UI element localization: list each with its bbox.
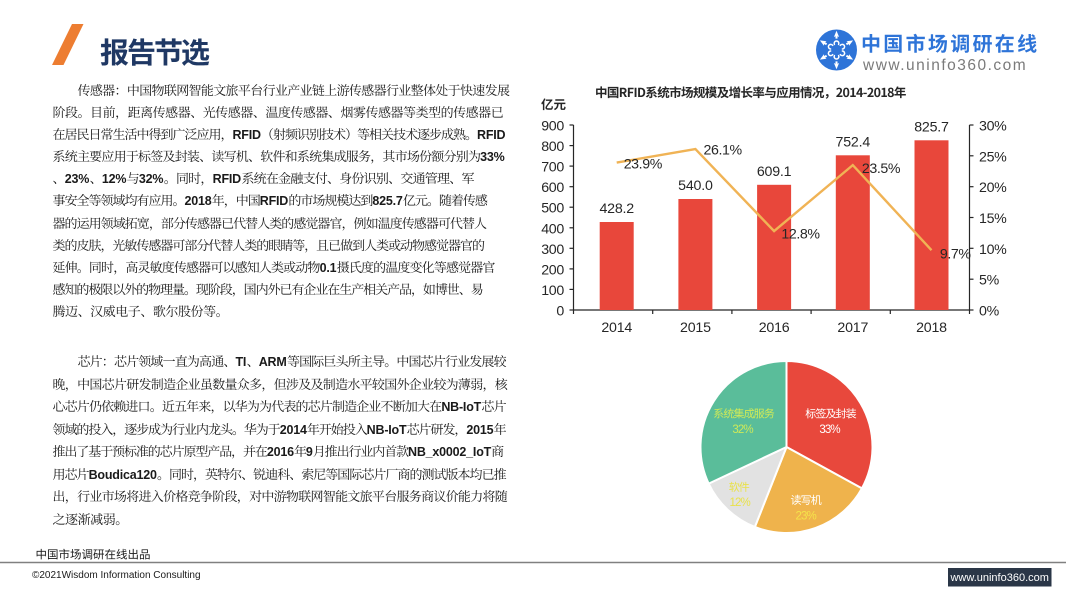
svg-text:2015: 2015	[680, 320, 711, 336]
svg-text:100: 100	[541, 283, 564, 299]
svg-text:26.1%: 26.1%	[704, 143, 743, 159]
svg-text:25%: 25%	[979, 149, 1007, 165]
svg-text:32%: 32%	[732, 424, 753, 436]
svg-text:900: 900	[541, 119, 564, 135]
svg-text:10%: 10%	[979, 242, 1007, 258]
svg-text:©2021Wisdom Information Consul: ©2021Wisdom Information Consulting	[32, 570, 201, 581]
svg-text:540.0: 540.0	[678, 178, 713, 194]
svg-text:12%: 12%	[730, 497, 751, 509]
svg-text:700: 700	[541, 160, 564, 176]
svg-text:2014: 2014	[601, 320, 632, 336]
svg-text:0: 0	[556, 304, 564, 320]
svg-text:23.9%: 23.9%	[624, 157, 663, 173]
svg-text:15%: 15%	[979, 211, 1007, 227]
svg-text:0%: 0%	[979, 304, 1000, 320]
svg-text:12.8%: 12.8%	[781, 226, 820, 242]
svg-text:标签及封装: 标签及封装	[805, 406, 856, 422]
svg-text:200: 200	[541, 262, 564, 278]
svg-text:中国市场调研在线出品: 中国市场调研在线出品	[36, 547, 151, 563]
svg-text:30%: 30%	[979, 119, 1007, 135]
svg-text:23.5%: 23.5%	[862, 161, 901, 177]
svg-text:428.2: 428.2	[599, 201, 634, 217]
svg-text:752.4: 752.4	[836, 134, 871, 150]
svg-text:609.1: 609.1	[757, 164, 792, 180]
svg-text:400: 400	[541, 221, 564, 237]
svg-text:2016: 2016	[759, 320, 790, 336]
svg-text:9.7%: 9.7%	[940, 247, 972, 263]
svg-text:825.7: 825.7	[914, 119, 949, 135]
svg-text:600: 600	[541, 180, 564, 196]
svg-text:500: 500	[541, 201, 564, 217]
svg-text:亿元: 亿元	[541, 94, 567, 113]
svg-text:33%: 33%	[819, 424, 840, 436]
svg-text:23%: 23%	[796, 511, 817, 523]
svg-text:300: 300	[541, 242, 564, 258]
svg-text:2018: 2018	[916, 320, 947, 336]
svg-text:2017: 2017	[837, 320, 868, 336]
svg-text:800: 800	[541, 139, 564, 155]
svg-text:软件: 软件	[729, 479, 750, 495]
svg-text:5%: 5%	[979, 273, 1000, 289]
svg-text:系统集成服务: 系统集成服务	[713, 406, 774, 422]
svg-text:20%: 20%	[979, 180, 1007, 196]
svg-text:读写机: 读写机	[791, 492, 822, 508]
svg-text:www.uninfo360.com: www.uninfo360.com	[949, 572, 1048, 584]
svg-text:中国RFID系统市场规模及增长率与应用情况，2014-201: 中国RFID系统市场规模及增长率与应用情况，2014-2018年	[595, 82, 906, 101]
